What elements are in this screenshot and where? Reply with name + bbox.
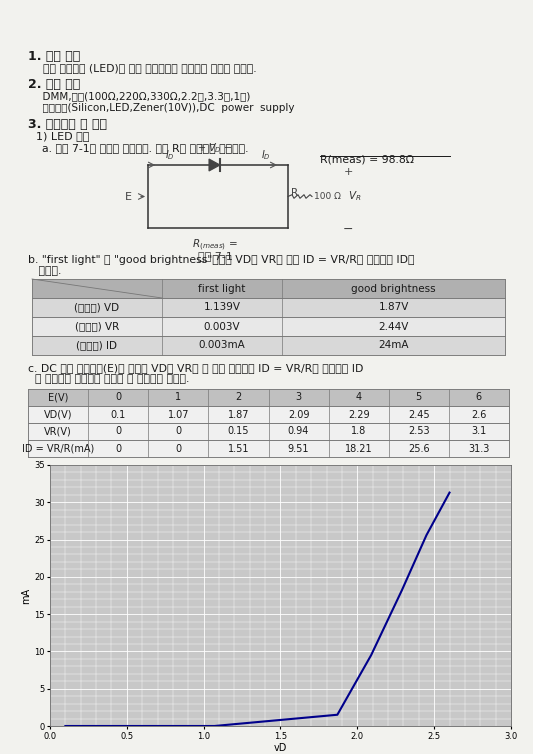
Text: 9.51: 9.51	[288, 443, 309, 453]
Bar	[28, 423, 509, 440]
Text: 계산치.: 계산치.	[28, 266, 61, 276]
Text: 다이오드(Silicon,LED,Zener(10V)),DC  power  supply: 다이오드(Silicon,LED,Zener(10V)),DC power su…	[36, 103, 295, 113]
Text: 0: 0	[115, 393, 121, 403]
Text: c. DC 전원 공급전압(E)를 사용해 VD와 VR의 두 값을 측정하고 ID = VR/R를 사용하여 ID: c. DC 전원 공급전압(E)를 사용해 VD와 VR의 두 값을 측정하고 …	[28, 363, 364, 373]
Text: 2.45: 2.45	[408, 409, 430, 419]
Text: 1.8: 1.8	[351, 427, 366, 437]
Text: $R_{(meas)}$ =: $R_{(meas)}$ =	[192, 238, 238, 253]
Bar	[32, 298, 505, 317]
Text: 1.87: 1.87	[228, 409, 249, 419]
Text: first light: first light	[198, 284, 246, 293]
Text: 31.3: 31.3	[469, 443, 490, 453]
Text: 1. 실험 목적: 1. 실험 목적	[28, 50, 80, 63]
Text: good brightness: good brightness	[351, 284, 436, 293]
Text: 0: 0	[175, 443, 181, 453]
Text: 4: 4	[356, 393, 362, 403]
Text: 3. 실험방법 및 결과: 3. 실험방법 및 결과	[28, 118, 107, 131]
Text: a. 그림 7-1의 회로를 구성하라. 저항 R의 측정치를 기록하라.: a. 그림 7-1의 회로를 구성하라. 저항 R의 측정치를 기록하라.	[42, 143, 248, 153]
Bar	[32, 336, 505, 355]
Text: R: R	[291, 188, 298, 198]
Text: E: E	[125, 192, 132, 201]
Text: 0: 0	[115, 427, 121, 437]
Y-axis label: mA: mA	[21, 587, 31, 603]
Text: 1.51: 1.51	[228, 443, 249, 453]
Text: 0.1: 0.1	[110, 409, 126, 419]
Text: VD(V): VD(V)	[44, 409, 72, 419]
Text: $V_R$: $V_R$	[348, 189, 361, 204]
Text: 25.6: 25.6	[408, 443, 430, 453]
Text: E(V): E(V)	[48, 393, 68, 403]
Text: 0.94: 0.94	[288, 427, 309, 437]
Bar	[28, 406, 509, 423]
Text: 1) LED 특성: 1) LED 특성	[36, 131, 90, 141]
Text: 3.1: 3.1	[471, 427, 487, 437]
Text: 2.09: 2.09	[288, 409, 309, 419]
Text: 18.21: 18.21	[345, 443, 373, 453]
Text: (계산치) ID: (계산치) ID	[77, 341, 117, 351]
Text: R(meas) = 98.8Ω: R(meas) = 98.8Ω	[320, 155, 414, 165]
Text: ID = VR/R(mA): ID = VR/R(mA)	[22, 443, 94, 453]
Text: + $V_D$ −: + $V_D$ −	[197, 141, 233, 155]
Bar	[28, 440, 509, 457]
Polygon shape	[209, 159, 220, 171]
Text: 그림 7-1: 그림 7-1	[198, 251, 232, 261]
Text: 2.29: 2.29	[348, 409, 369, 419]
Text: 2.44V: 2.44V	[378, 321, 409, 332]
Text: 24mA: 24mA	[378, 341, 409, 351]
Text: 3: 3	[295, 393, 302, 403]
Text: 6: 6	[476, 393, 482, 403]
Text: 1.07: 1.07	[167, 409, 189, 419]
Text: 1.87V: 1.87V	[378, 302, 409, 312]
Text: DMM,저항(100Ω,220Ω,330Ω,2.2㏀,3.3㏀,1㏀): DMM,저항(100Ω,220Ω,330Ω,2.2㏀,3.3㏀,1㏀)	[36, 91, 251, 101]
Text: 5: 5	[416, 393, 422, 403]
Text: 0: 0	[115, 443, 121, 453]
Text: 2.6: 2.6	[471, 409, 487, 419]
Text: 2.53: 2.53	[408, 427, 430, 437]
Bar	[32, 317, 505, 336]
Text: (측정치) VD: (측정치) VD	[75, 302, 119, 312]
Text: 2: 2	[235, 393, 241, 403]
Bar	[32, 279, 505, 298]
Text: 1: 1	[175, 393, 181, 403]
Bar	[28, 389, 509, 406]
Text: 1.139V: 1.139V	[204, 302, 240, 312]
Text: 를 계산하고 저항치를 측정한 후 그래브를 그리면.: 를 계산하고 저항치를 측정한 후 그래브를 그리면.	[28, 374, 189, 384]
Text: 0: 0	[175, 427, 181, 437]
Text: VR(V): VR(V)	[44, 427, 72, 437]
Text: +: +	[343, 167, 353, 177]
Text: b. "first light" 와 "good brightness"에서의 VD와 VR의 값과 ID = VR/R를 사용하여 ID를: b. "first light" 와 "good brightness"에서의 …	[28, 255, 415, 265]
Text: 100 Ω: 100 Ω	[314, 192, 341, 201]
Text: 발광 다이오드 (LED)와 제너 다이오드의 사용법과 특성을 익힌다.: 발광 다이오드 (LED)와 제너 다이오드의 사용법과 특성을 익힌다.	[36, 63, 256, 73]
Text: −: −	[343, 223, 353, 236]
Text: $I_D$: $I_D$	[261, 149, 271, 162]
Text: 0.003mA: 0.003mA	[199, 341, 245, 351]
Text: $I_D$: $I_D$	[165, 149, 175, 162]
Text: 0.003V: 0.003V	[204, 321, 240, 332]
Text: 0.15: 0.15	[228, 427, 249, 437]
Text: 2. 실험 장비: 2. 실험 장비	[28, 78, 80, 91]
Text: (측정치) VR: (측정치) VR	[75, 321, 119, 332]
X-axis label: vD: vD	[274, 743, 287, 753]
